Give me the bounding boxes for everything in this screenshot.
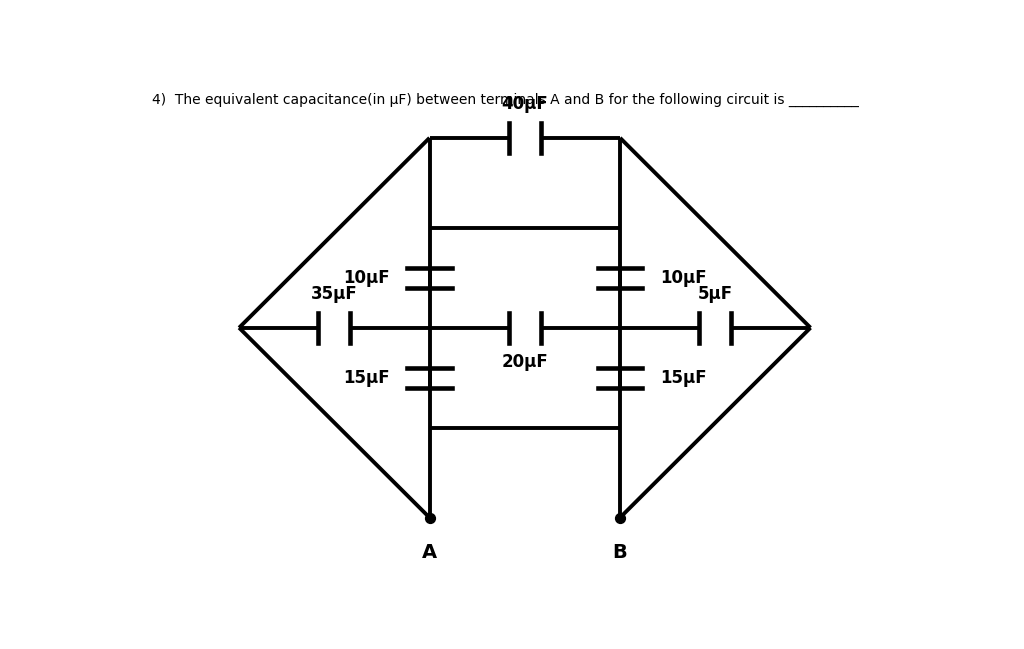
Text: 5μF: 5μF xyxy=(697,285,733,302)
Text: 15μF: 15μF xyxy=(343,369,390,387)
Point xyxy=(611,513,628,523)
Text: 10μF: 10μF xyxy=(659,269,707,287)
Text: B: B xyxy=(612,543,628,561)
Text: A: A xyxy=(422,543,437,561)
Point xyxy=(422,513,438,523)
Text: 10μF: 10μF xyxy=(343,269,390,287)
Text: 4)  The equivalent capacitance(in μF) between terminals A and B for the followin: 4) The equivalent capacitance(in μF) bet… xyxy=(152,93,859,107)
Text: 15μF: 15μF xyxy=(659,369,707,387)
Text: 40μF: 40μF xyxy=(502,95,548,113)
Text: 35μF: 35μF xyxy=(311,285,357,302)
Text: 20μF: 20μF xyxy=(502,353,548,371)
